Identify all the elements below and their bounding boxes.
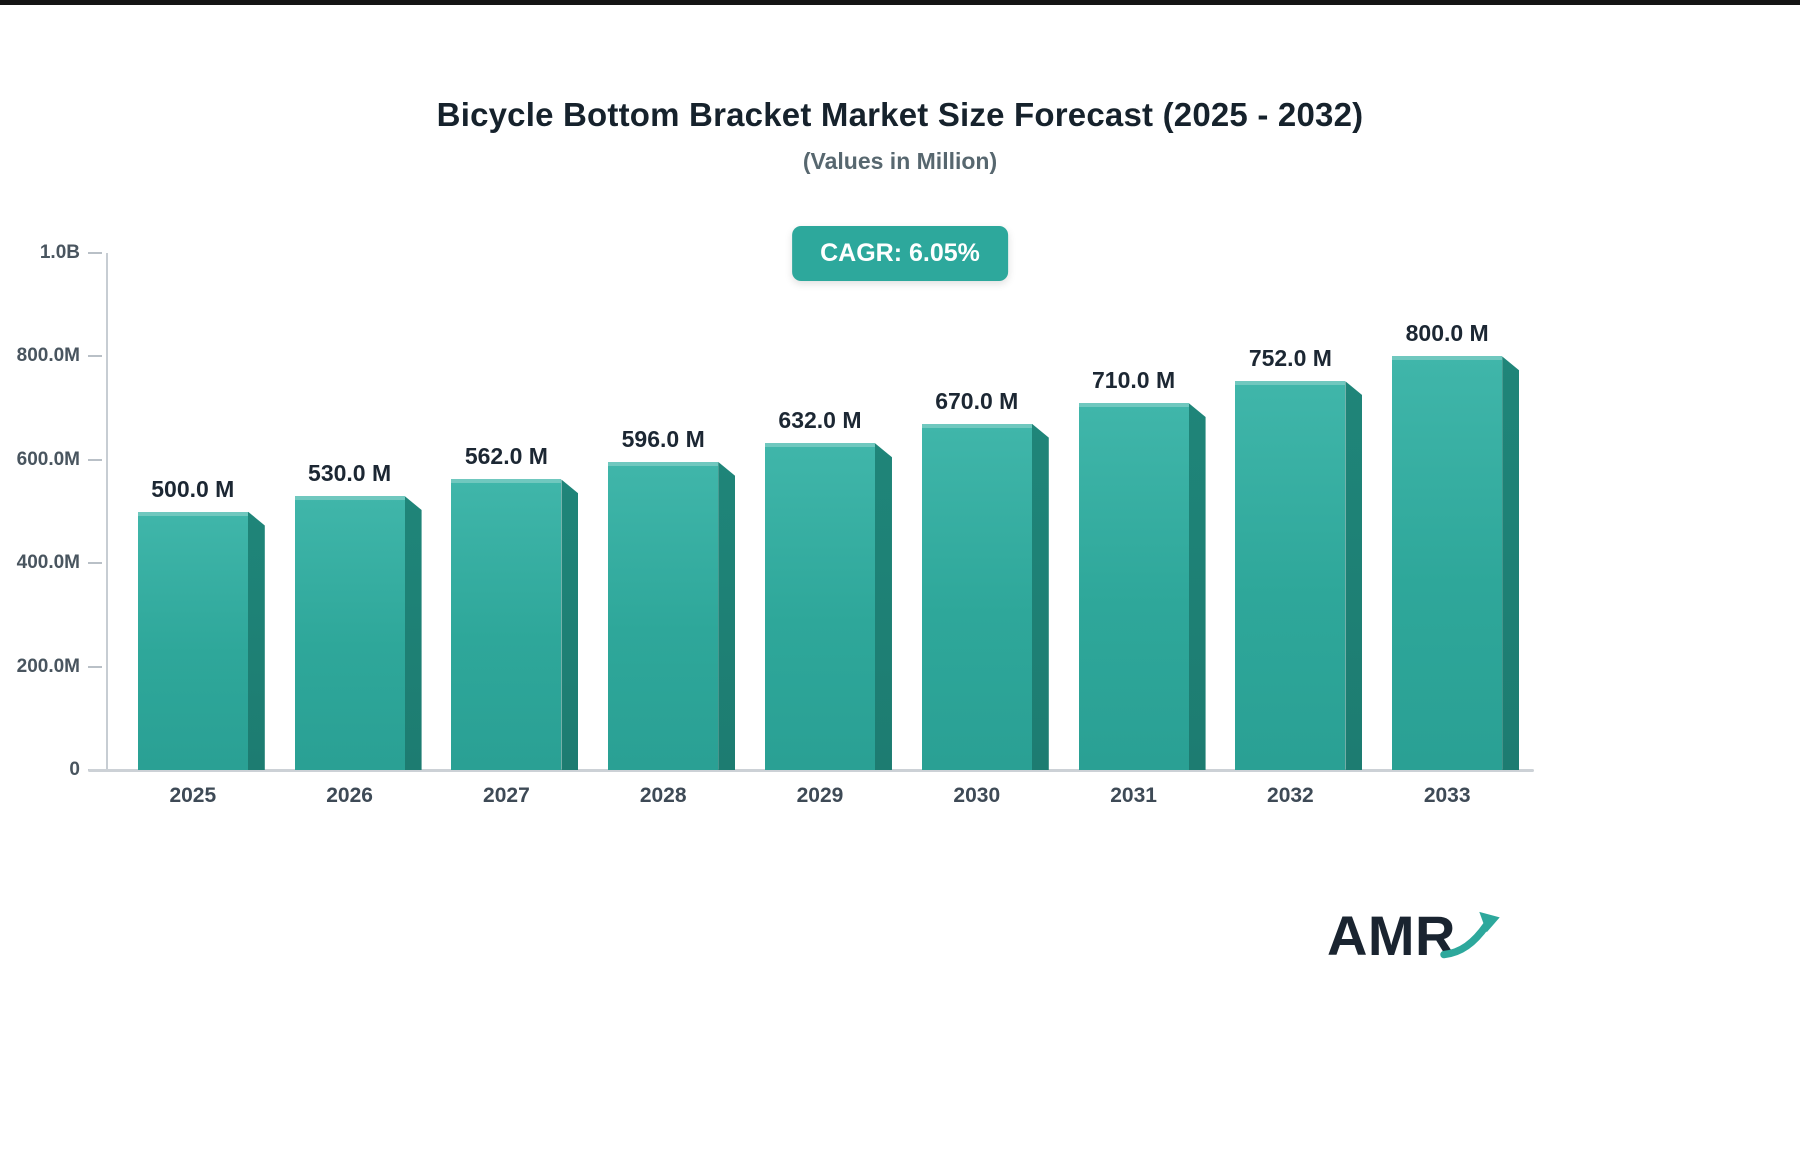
y-tick-label: 600.0M	[16, 448, 80, 470]
bar-group: 562.0 M	[434, 443, 578, 770]
bar-group: 710.0 M	[1062, 367, 1206, 770]
x-tick-label: 2033	[1423, 784, 1471, 807]
x-tick-label: 2025	[169, 784, 217, 807]
x-tick-label: 2031	[1110, 784, 1157, 807]
plot-area: 500.0 M 530.0 M 562.0 M 596.0 M 632.0 M 670.0…	[108, 253, 1532, 770]
bar-group: 752.0 M	[1218, 345, 1362, 770]
y-axis: 0 200.0M 400.0M 600.0M 800.0M 1.0B	[0, 242, 108, 780]
bar	[921, 423, 1032, 770]
bar-group: 670.0 M	[905, 388, 1049, 770]
chart-subtitle: (Values in Million)	[802, 148, 998, 174]
bar-group: 632.0 M	[748, 407, 892, 770]
logo-arrow-icon	[1440, 911, 1500, 959]
y-tick-mark	[88, 562, 102, 565]
y-tick-label: 200.0M	[16, 655, 80, 677]
bar-value-label: 596.0 M	[621, 425, 705, 452]
y-tick-mark	[88, 458, 102, 461]
bar	[608, 461, 719, 770]
x-axis: 2025 2026 2027 2028 2029 2030 2031 2032 2033	[108, 784, 1532, 808]
bar-value-label: 670.0 M	[935, 387, 1019, 414]
bar	[1392, 356, 1503, 770]
bar	[764, 443, 875, 770]
bar	[1235, 381, 1346, 770]
bar-group: 500.0 M	[121, 475, 265, 770]
bar-value-label: 710.0 M	[1092, 366, 1176, 393]
x-tick-label: 2032	[1267, 784, 1314, 807]
bar	[294, 496, 405, 770]
x-axis-line	[88, 769, 1534, 772]
bar-group: 596.0 M	[591, 426, 735, 770]
x-tick-label: 2028	[639, 784, 687, 807]
bar-value-label: 530.0 M	[308, 460, 392, 486]
y-tick-mark	[88, 355, 102, 358]
chart-title: Bicycle Bottom Bracket Market Size Forec…	[436, 96, 1364, 133]
bar	[1078, 402, 1189, 770]
y-tick-mark	[88, 665, 102, 668]
amr-logo-text: AMR	[1326, 904, 1456, 967]
bar-value-label: 562.0 M	[464, 443, 548, 470]
bar	[137, 511, 248, 770]
y-tick-label: 0	[69, 759, 80, 780]
bar-value-label: 752.0 M	[1248, 345, 1332, 372]
y-tick-label: 400.0M	[16, 552, 80, 574]
bar-value-label: 500.0 M	[151, 475, 235, 502]
amr-logo: AMR	[1327, 908, 1500, 964]
y-tick-label: 1.0B	[39, 242, 80, 263]
x-tick-label: 2027	[483, 784, 530, 807]
y-tick-mark	[88, 252, 102, 254]
bar-value-label: 632.0 M	[778, 407, 862, 434]
y-axis-line	[106, 253, 108, 770]
bar-group: 530.0 M	[278, 460, 422, 770]
x-tick-label: 2030	[953, 784, 1001, 807]
y-tick-label: 800.0M	[16, 345, 80, 367]
bar-value-label: 800.0 M	[1405, 320, 1489, 347]
bar-group: 800.0 M	[1375, 320, 1519, 770]
bar	[451, 479, 562, 770]
top-border-strip	[0, 0, 1800, 5]
x-tick-label: 2029	[796, 784, 844, 807]
cagr-badge: CAGR: 6.05%	[792, 226, 1008, 281]
x-tick-label: 2026	[326, 784, 373, 807]
